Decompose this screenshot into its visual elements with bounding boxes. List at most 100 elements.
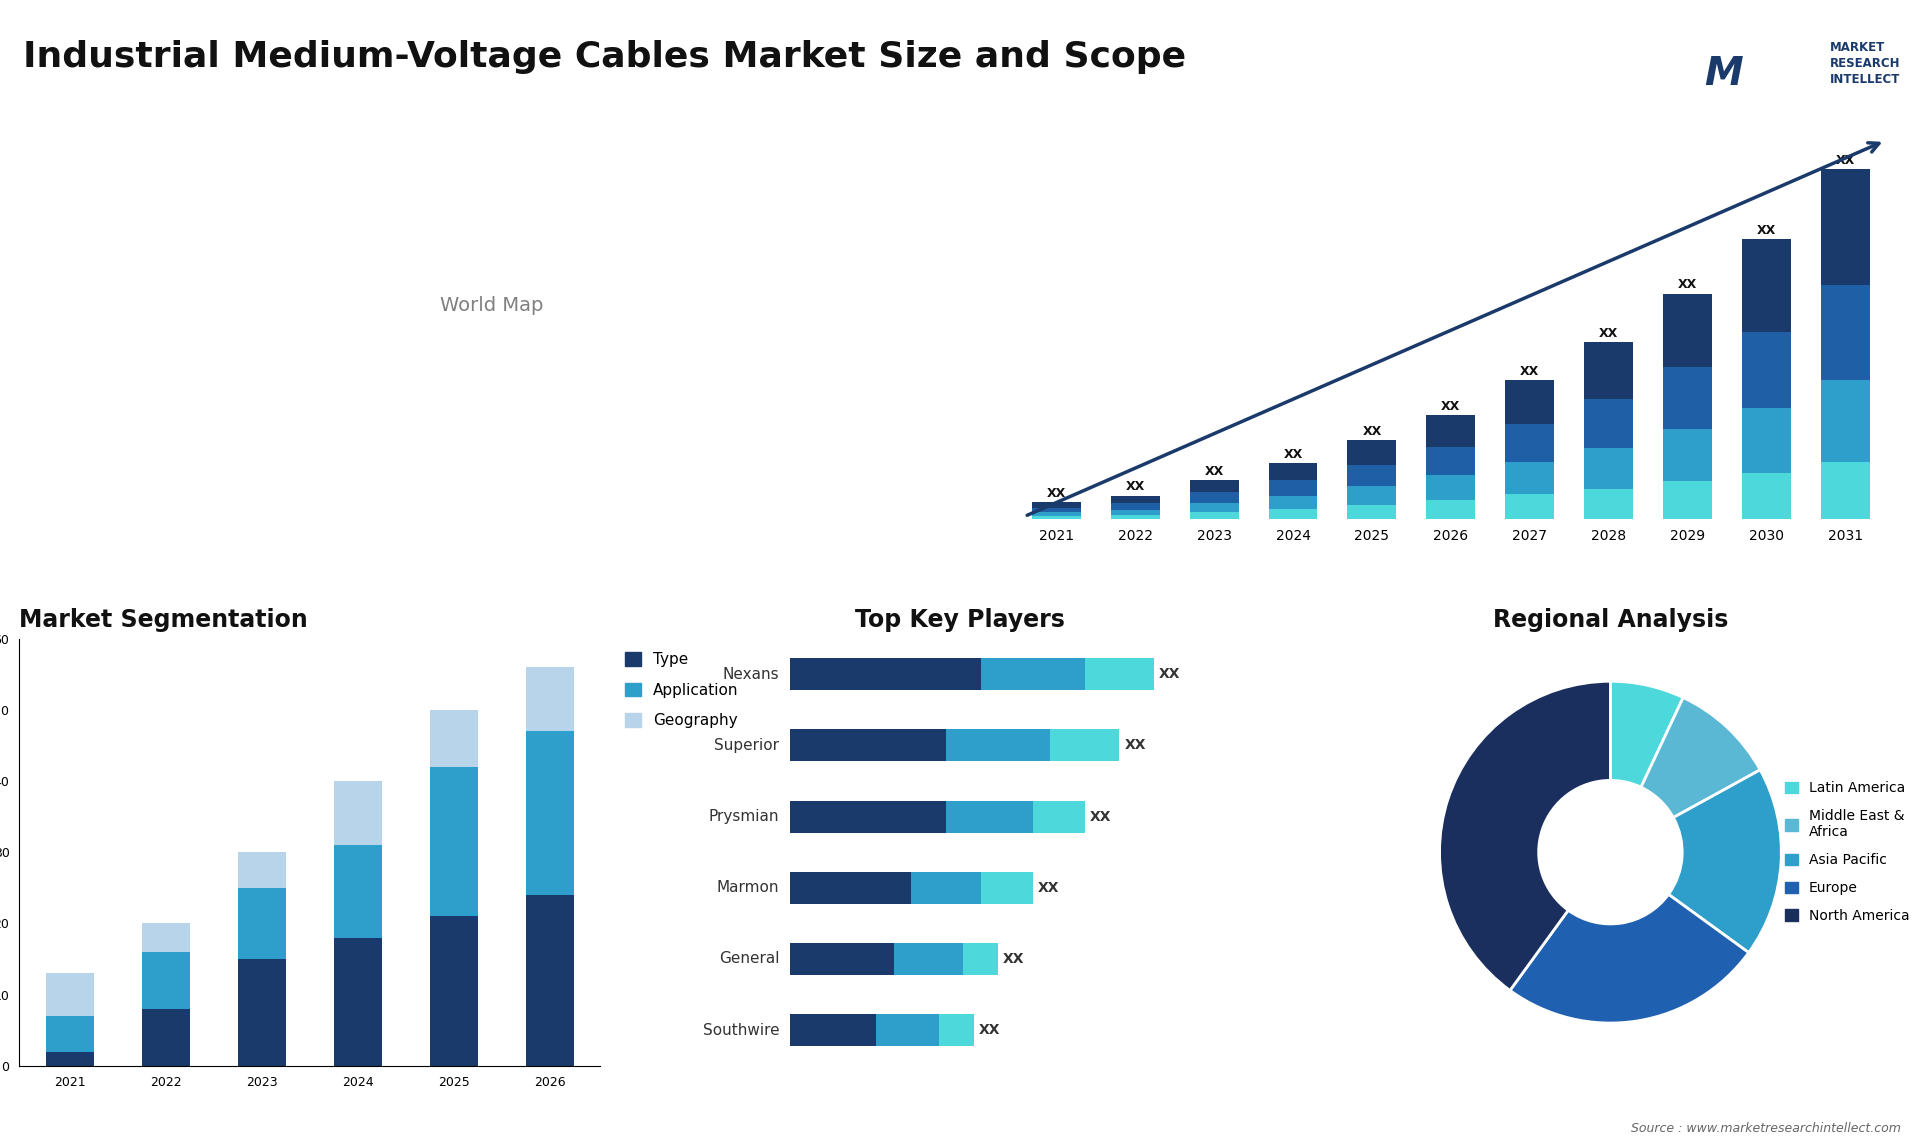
Bar [1190, 512, 1238, 519]
Bar [1820, 168, 1870, 285]
Bar [238, 853, 286, 888]
FancyBboxPatch shape [789, 801, 947, 833]
Text: XX: XX [1160, 667, 1181, 681]
Bar [1820, 285, 1870, 380]
Bar [46, 1052, 94, 1066]
Legend: Latin America, Middle East &
Africa, Asia Pacific, Europe, North America: Latin America, Middle East & Africa, Asi… [1780, 776, 1914, 928]
FancyBboxPatch shape [895, 943, 964, 975]
FancyBboxPatch shape [789, 872, 912, 904]
Bar [1269, 463, 1317, 480]
Title: Top Key Players: Top Key Players [854, 609, 1066, 633]
Bar [1741, 240, 1791, 331]
Bar [1348, 464, 1396, 486]
Legend: Type, Application, Geography: Type, Application, Geography [618, 646, 745, 735]
FancyBboxPatch shape [947, 801, 1033, 833]
Text: XX: XX [1442, 400, 1461, 413]
Bar [1427, 447, 1475, 476]
FancyBboxPatch shape [981, 658, 1085, 690]
Bar [238, 888, 286, 959]
Text: Industrial Medium-Voltage Cables Market Size and Scope: Industrial Medium-Voltage Cables Market … [23, 40, 1187, 74]
Text: XX: XX [1836, 154, 1855, 166]
FancyBboxPatch shape [789, 1014, 876, 1046]
Text: Source : www.marketresearchintellect.com: Source : www.marketresearchintellect.com [1630, 1122, 1901, 1135]
Bar [430, 917, 478, 1066]
FancyBboxPatch shape [789, 729, 947, 761]
Wedge shape [1668, 770, 1782, 952]
FancyBboxPatch shape [1085, 658, 1154, 690]
FancyBboxPatch shape [1033, 801, 1085, 833]
Wedge shape [1642, 698, 1761, 817]
FancyBboxPatch shape [876, 1014, 939, 1046]
Text: XX: XX [1002, 952, 1025, 966]
Text: XX: XX [1091, 809, 1112, 824]
Bar [1741, 408, 1791, 473]
Text: Superior: Superior [714, 738, 780, 753]
FancyBboxPatch shape [964, 943, 998, 975]
Bar [1110, 510, 1160, 515]
Text: XX: XX [1599, 328, 1619, 340]
Bar [430, 709, 478, 767]
Bar [1031, 512, 1081, 516]
Text: XX: XX [1125, 738, 1146, 753]
Bar [1663, 430, 1713, 481]
Bar [1584, 400, 1634, 448]
Bar [1031, 508, 1081, 512]
Bar [1427, 476, 1475, 500]
Bar [1820, 380, 1870, 462]
Bar [1505, 424, 1555, 462]
FancyBboxPatch shape [912, 872, 981, 904]
Bar [142, 1008, 190, 1066]
Text: XX: XX [1283, 448, 1302, 461]
Bar [430, 767, 478, 917]
Bar [1505, 494, 1555, 519]
Bar [1190, 480, 1238, 492]
Bar [142, 924, 190, 952]
FancyBboxPatch shape [789, 943, 895, 975]
Bar [46, 973, 94, 1017]
Bar [1584, 343, 1634, 400]
Text: XX: XX [1363, 425, 1382, 438]
Text: Market Segmentation: Market Segmentation [19, 609, 307, 633]
Text: General: General [718, 951, 780, 966]
Bar [1663, 293, 1713, 367]
Bar [1584, 448, 1634, 489]
Bar [334, 937, 382, 1066]
Title: Regional Analysis: Regional Analysis [1492, 609, 1728, 633]
Bar [526, 895, 574, 1066]
Bar [1820, 462, 1870, 519]
Wedge shape [1611, 681, 1684, 787]
Text: Prysmian: Prysmian [708, 809, 780, 824]
Wedge shape [1440, 681, 1611, 990]
Bar [1663, 481, 1713, 519]
Bar [1348, 440, 1396, 464]
Text: XX: XX [1204, 464, 1223, 478]
Text: XX: XX [1521, 366, 1540, 378]
Bar [1269, 480, 1317, 495]
Bar [1110, 495, 1160, 503]
Bar [1427, 500, 1475, 519]
Text: Nexans: Nexans [722, 667, 780, 682]
Bar [1190, 503, 1238, 512]
FancyBboxPatch shape [939, 1014, 973, 1046]
Bar [1505, 462, 1555, 494]
Text: Southwire: Southwire [703, 1022, 780, 1037]
Bar [334, 780, 382, 845]
Bar [1269, 509, 1317, 519]
Text: XX: XX [979, 1023, 1000, 1037]
Bar [526, 731, 574, 895]
FancyBboxPatch shape [981, 872, 1033, 904]
Text: Marmon: Marmon [716, 880, 780, 895]
Bar [46, 1017, 94, 1052]
Bar [1190, 492, 1238, 503]
Bar [1269, 495, 1317, 509]
Bar [1741, 331, 1791, 408]
Text: M: M [1703, 55, 1743, 94]
Bar [238, 959, 286, 1066]
Bar [1031, 516, 1081, 519]
Text: XX: XX [1757, 225, 1776, 237]
Text: World Map: World Map [440, 296, 543, 315]
Bar [1505, 380, 1555, 424]
Wedge shape [1509, 894, 1749, 1023]
Text: XX: XX [1046, 487, 1066, 500]
Text: XX: XX [1037, 881, 1060, 895]
